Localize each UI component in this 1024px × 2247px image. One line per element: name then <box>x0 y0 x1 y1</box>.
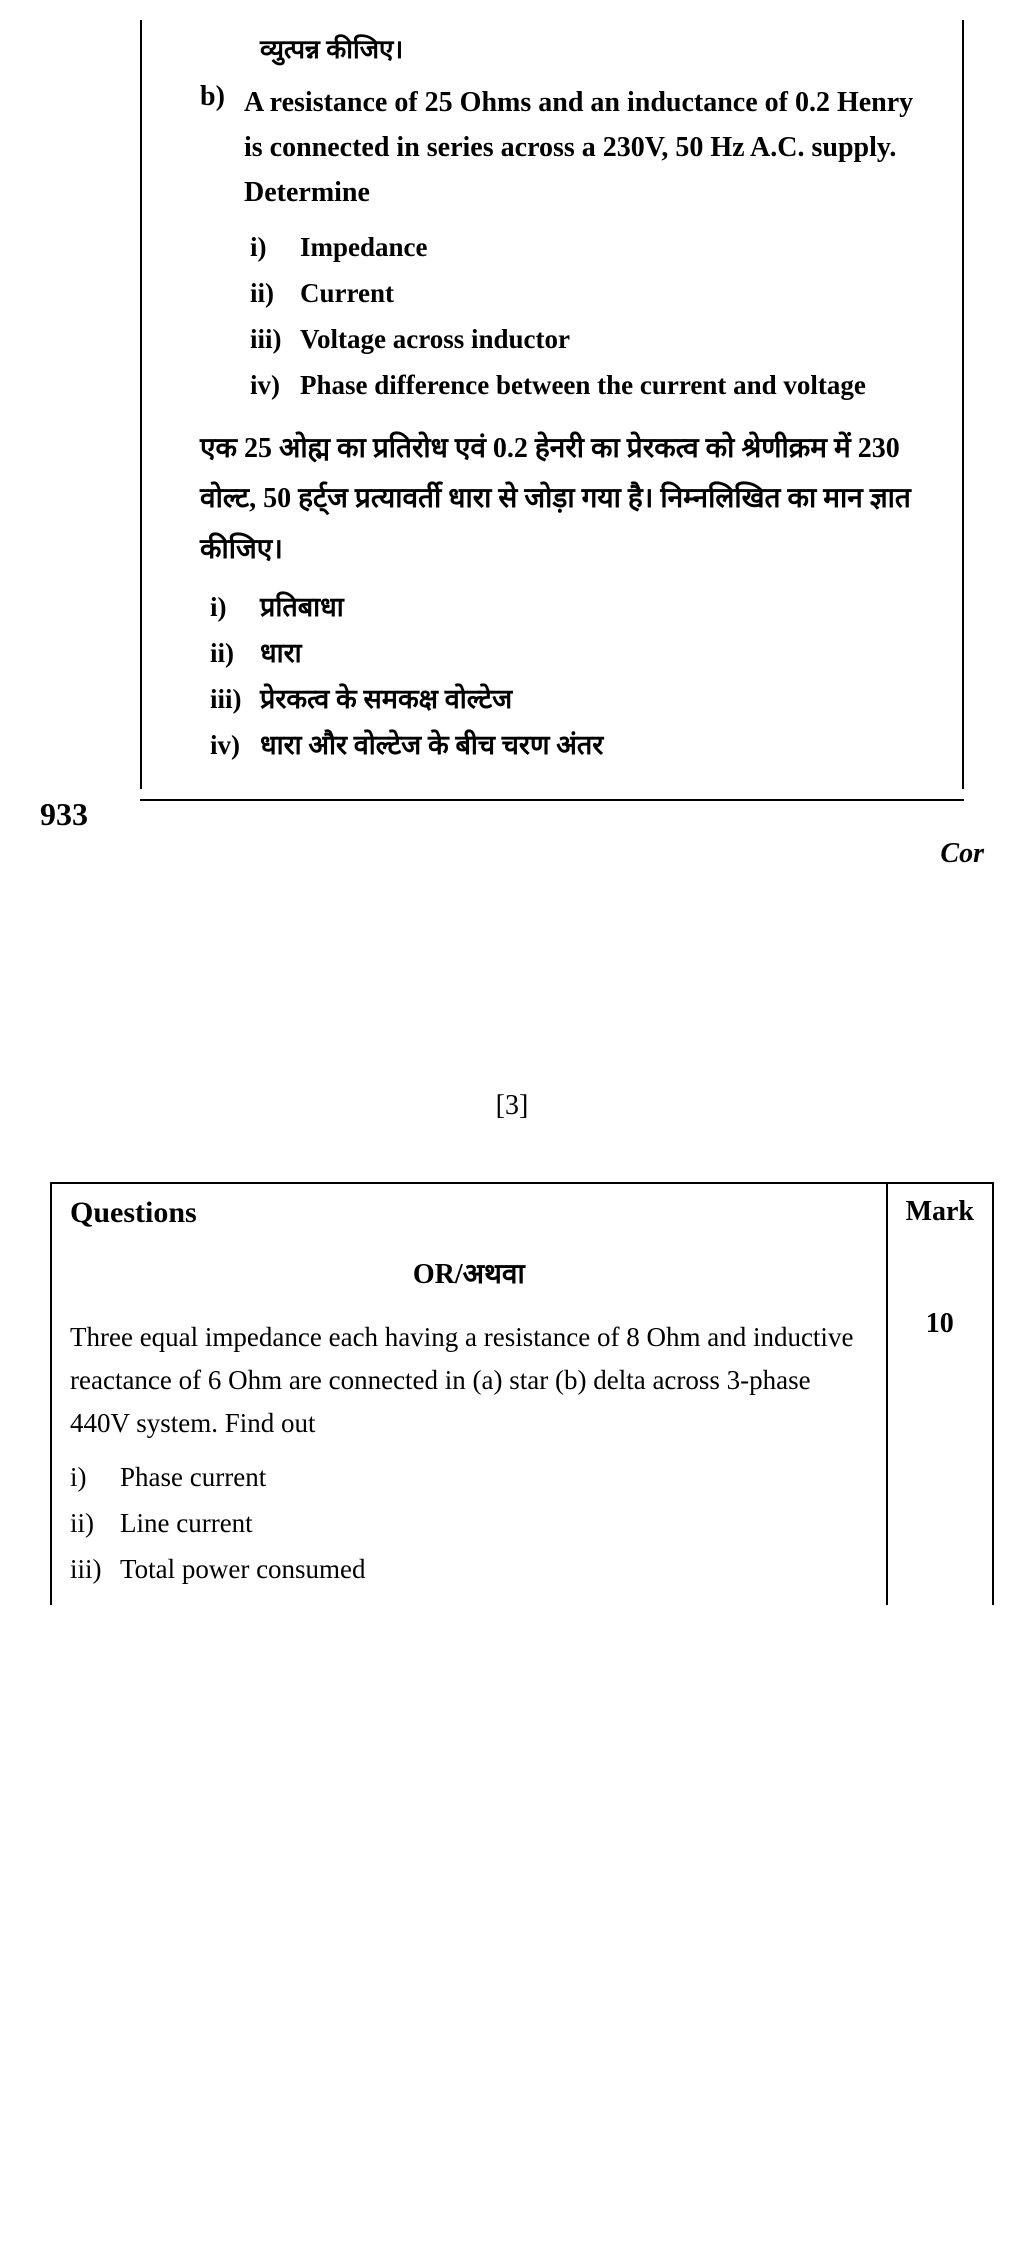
cor-text: Cor <box>40 838 984 870</box>
sub-item-hi: ii) धारा <box>210 631 942 677</box>
sub-list2: i) Phase current ii) Line current iii) T… <box>70 1455 868 1593</box>
sub-num: ii) <box>250 271 300 317</box>
sub-text: Line current <box>120 1501 253 1547</box>
sub-item-en: ii) Current <box>250 271 942 317</box>
sub-text: Current <box>300 271 394 317</box>
sub-item-hi: i) प्रतिबाधा <box>210 585 942 631</box>
sub-item-en: iv) Phase difference between the current… <box>250 363 942 409</box>
page-3-label: [3] <box>40 1090 984 1122</box>
question-b-label: b) <box>200 81 240 113</box>
question-b-row: b) A resistance of 25 Ohms and an induct… <box>200 81 942 215</box>
th-questions: Questions <box>51 1183 887 1242</box>
question-b-text-hi: एक 25 ओह्म का प्रतिरोध एवं 0.2 हेनरी का … <box>200 424 942 575</box>
sub-text: धारा और वोल्टेज के बीच चरण अंतर <box>260 723 603 769</box>
sub-list-en: i) Impedance ii) Current iii) Voltage ac… <box>250 225 942 409</box>
mark-header: Mark <box>906 1196 974 1228</box>
questions-header: Questions <box>70 1196 197 1229</box>
sub-num: i) <box>210 585 260 631</box>
sub-num: iii) <box>70 1547 120 1593</box>
sub-text: Voltage across inductor <box>300 317 570 363</box>
sub-item2: iii) Total power consumed <box>70 1547 868 1593</box>
sub-num: i) <box>70 1455 120 1501</box>
questions-table: Questions Mark 10 OR/अथवा Three equal im… <box>50 1182 994 1605</box>
sub-text: Phase difference between the current and… <box>300 363 866 409</box>
sub-num: i) <box>250 225 300 271</box>
sub-item-hi: iii) प्रेरकत्व के समकक्ष वोल्टेज <box>210 677 942 723</box>
sub-num: iii) <box>210 677 260 723</box>
sub-item2: ii) Line current <box>70 1501 868 1547</box>
q2-cell: Three equal impedance each having a resi… <box>51 1304 887 1605</box>
sub-item-en: i) Impedance <box>250 225 942 271</box>
page-number-left: 933 <box>40 796 984 833</box>
or-row: OR/अथवा <box>51 1242 887 1304</box>
sub-num: ii) <box>210 631 260 677</box>
header-fragment: व्युत्पन्न कीजिए। <box>200 30 942 66</box>
th-mark-cell: Mark 10 <box>887 1183 993 1605</box>
sub-text: Impedance <box>300 225 428 271</box>
q2-text: Three equal impedance each having a resi… <box>70 1322 853 1438</box>
question-box: व्युत्पन्न कीजिए। b) A resistance of 25 … <box>180 20 964 789</box>
sub-num: iv) <box>210 723 260 769</box>
sub-text: प्रेरकत्व के समकक्ष वोल्टेज <box>260 677 512 723</box>
question-b-text-en: A resistance of 25 Ohms and an inductanc… <box>244 81 936 215</box>
sub-text: प्रतिबाधा <box>260 585 344 631</box>
sub-num: ii) <box>70 1501 120 1547</box>
sub-item2: i) Phase current <box>70 1455 868 1501</box>
sub-text: Total power consumed <box>120 1547 366 1593</box>
sub-num: iii) <box>250 317 300 363</box>
mark-value: 10 <box>906 1308 974 1340</box>
sub-list-hi: i) प्रतिबाधा ii) धारा iii) प्रेरकत्व के … <box>210 585 942 769</box>
or-label: OR/अथवा <box>413 1259 525 1290</box>
sub-num: iv) <box>250 363 300 409</box>
sub-item-en: iii) Voltage across inductor <box>250 317 942 363</box>
sub-text: Phase current <box>120 1455 266 1501</box>
sub-text: धारा <box>260 631 302 677</box>
sub-item-hi: iv) धारा और वोल्टेज के बीच चरण अंतर <box>210 723 942 769</box>
